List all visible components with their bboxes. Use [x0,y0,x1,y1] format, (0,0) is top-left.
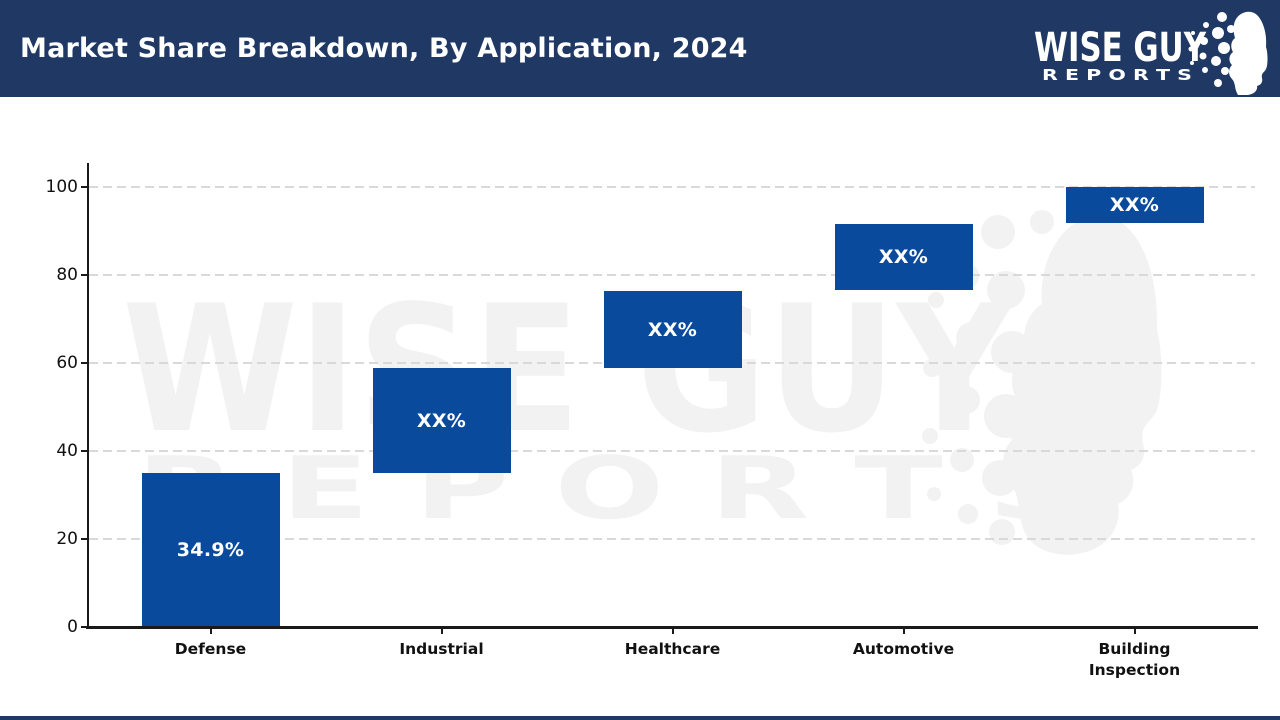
x-tick [671,627,674,634]
y-tick [81,274,89,276]
bar-value-label: XX% [416,409,467,432]
gridline [89,450,1255,452]
bar-value-label: XX% [1109,194,1160,217]
watermark-reports-text: R E P O R T S [136,439,1081,539]
gridline [89,186,1255,188]
wiseguy-logo: WISE GUY R E P O R T S [1034,11,1268,95]
watermark-wiseguy-text: WISE GUY [122,269,1014,472]
bar-defense: 34.9% [141,473,280,627]
y-tick [81,186,89,188]
logo-head-icon [1188,11,1268,95]
y-tick [81,450,89,452]
x-tick [440,627,443,634]
gridline [89,538,1255,540]
bar-building-inspection: XX% [1065,187,1204,224]
x-axis [86,626,1258,629]
header-bar: Market Share Breakdown, By Application, … [0,0,1280,97]
bar-value-label: XX% [647,318,698,341]
page-title: Market Share Breakdown, By Application, … [20,33,748,64]
x-axis-label-industrial: Industrial [399,640,484,658]
y-tick [81,538,89,540]
x-axis-label-building-inspection: Building Inspection [1088,640,1181,680]
x-tick [1133,627,1136,634]
y-axis-tick-label: 60 [56,353,78,373]
y-tick [81,362,89,364]
bar-industrial: XX% [372,368,511,474]
x-axis-label-automotive: Automotive [852,640,955,658]
bar-value-label: XX% [878,245,929,268]
x-axis-label-defense: Defense [174,640,247,658]
bar-healthcare: XX% [603,290,742,369]
y-axis-tick-label: 100 [45,177,78,197]
logo-reports-text: R E P O R T S [1042,66,1192,84]
logo-wordmark: WISE GUY [1034,25,1207,71]
y-axis-tick-label: 80 [56,265,78,285]
bar-value-label: 34.9% [176,539,245,562]
y-tick [81,626,89,628]
x-tick [902,627,905,634]
footer-accent-bar [0,716,1280,720]
y-axis-tick-label: 20 [56,529,78,549]
bar-automotive: XX% [834,223,973,290]
y-axis-tick-label: 40 [56,441,78,461]
x-tick [209,627,212,634]
y-axis [87,163,89,629]
gridline [89,274,1255,276]
y-axis-tick-label: 0 [67,617,78,637]
x-axis-label-healthcare: Healthcare [624,640,721,658]
